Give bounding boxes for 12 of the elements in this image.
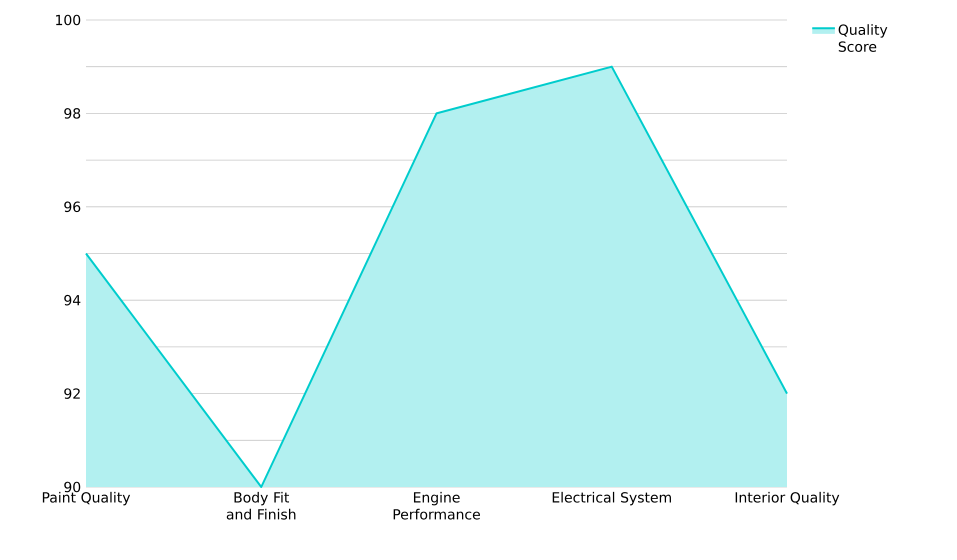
legend-label: Quality Score: [838, 24, 888, 52]
y-tick-label: 98: [64, 108, 80, 119]
x-tick-label: Engine Performance: [394, 492, 480, 520]
x-tick-label: Interior Quality: [736, 492, 840, 506]
y-tick-label: 90: [64, 482, 80, 492]
y-tick-label: 100: [56, 14, 80, 26]
x-tick-label: Paint Quality: [42, 492, 130, 506]
x-tick-label: Body Fit and Finish: [226, 492, 296, 520]
x-tick-label: Electrical System: [552, 492, 671, 506]
y-tick-label: 92: [64, 388, 80, 399]
y-tick-label: 96: [64, 202, 80, 212]
y-tick-label: 94: [64, 294, 80, 306]
